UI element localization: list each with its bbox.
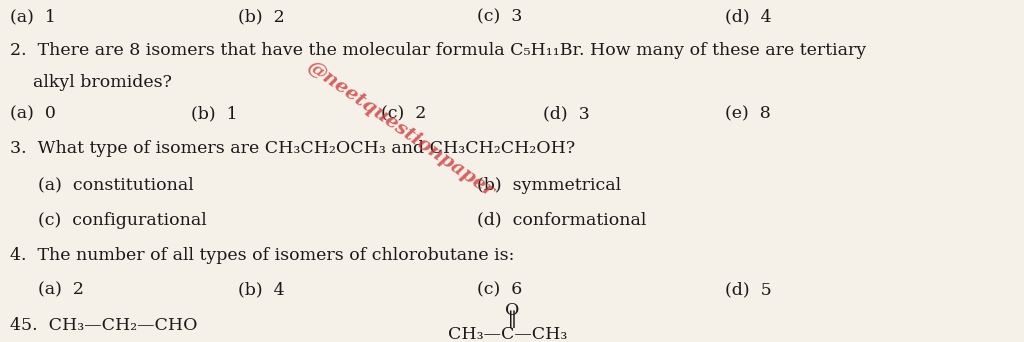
Text: (b)  symmetrical: (b) symmetrical: [477, 177, 621, 194]
Text: 2.  There are 8 isomers that have the molecular formula C₅H₁₁Br. How many of the: 2. There are 8 isomers that have the mol…: [9, 42, 865, 59]
Text: 4.  The number of all types of isomers of chlorobutane is:: 4. The number of all types of isomers of…: [9, 247, 514, 264]
Text: (d)  5: (d) 5: [725, 282, 771, 299]
Text: CH₃—C—CH₃: CH₃—C—CH₃: [449, 326, 567, 342]
Text: (a)  constitutional: (a) constitutional: [38, 177, 194, 194]
Text: (b)  4: (b) 4: [239, 282, 285, 299]
Text: (c)  3: (c) 3: [477, 8, 522, 25]
Text: 45.  CH₃—CH₂—CHO: 45. CH₃—CH₂—CHO: [9, 317, 197, 334]
Text: alkyl bromides?: alkyl bromides?: [34, 74, 172, 91]
Text: (e)  8: (e) 8: [725, 105, 770, 122]
Text: (a)  0: (a) 0: [9, 105, 55, 122]
Text: (a)  1: (a) 1: [9, 8, 55, 25]
Text: (d)  3: (d) 3: [544, 105, 590, 122]
Text: (a)  2: (a) 2: [38, 282, 84, 299]
Text: (c)  2: (c) 2: [381, 105, 427, 122]
Text: 3.  What type of isomers are CH₃CH₂OCH₃ and CH₃CH₂CH₂OH?: 3. What type of isomers are CH₃CH₂OCH₃ a…: [9, 140, 574, 157]
Text: (b)  1: (b) 1: [190, 105, 238, 122]
Text: (d)  conformational: (d) conformational: [477, 212, 646, 229]
Text: (d)  4: (d) 4: [725, 8, 771, 25]
Text: O: O: [505, 302, 520, 319]
Text: @neetquestionpaper: @neetquestionpaper: [303, 58, 498, 201]
Text: (c)  6: (c) 6: [477, 282, 522, 299]
Text: (b)  2: (b) 2: [239, 8, 285, 25]
Text: (c)  configurational: (c) configurational: [38, 212, 207, 229]
Text: ∥: ∥: [508, 312, 517, 329]
